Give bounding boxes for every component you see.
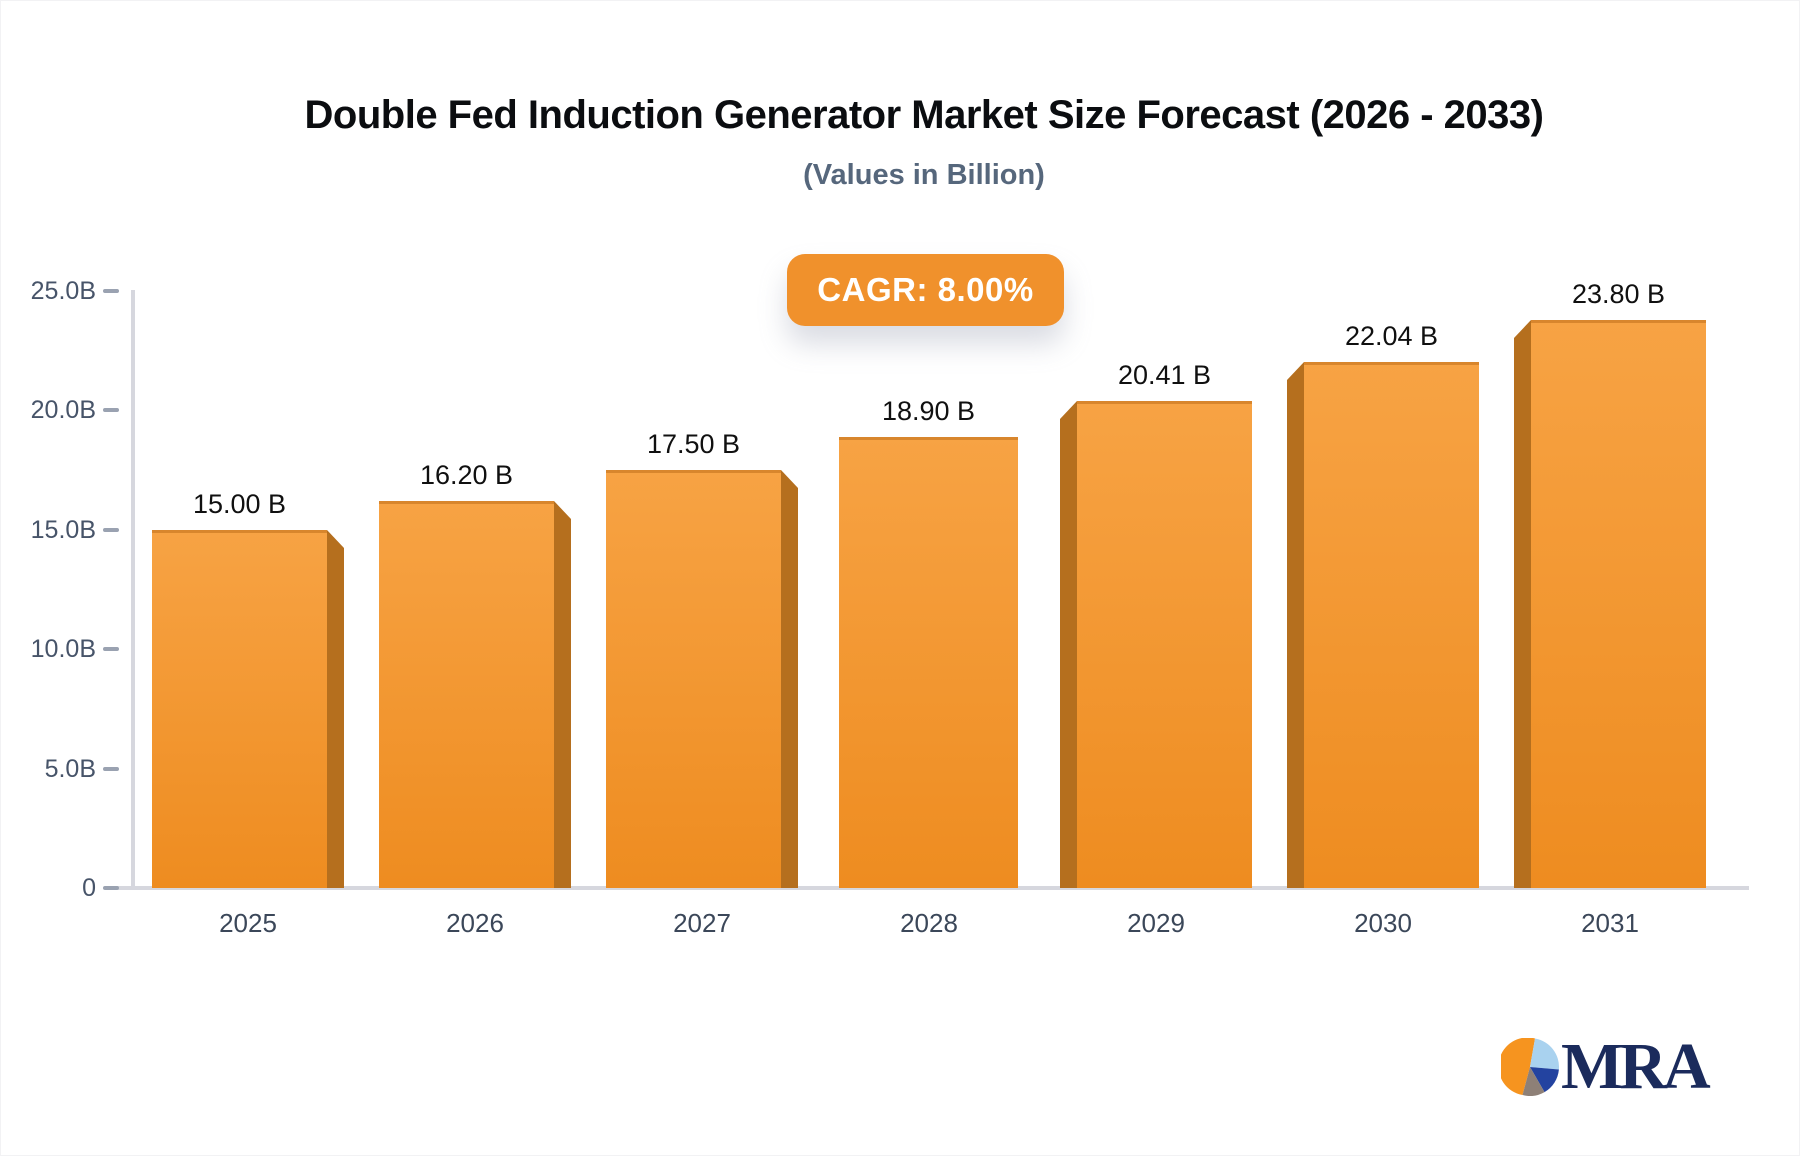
bar-value-label: 17.50 B xyxy=(646,429,741,459)
bar-value-label: 20.41 B xyxy=(1117,360,1212,390)
y-axis-label: 20.0B xyxy=(30,396,96,425)
y-axis-tick xyxy=(103,886,119,890)
x-axis-label: 2031 xyxy=(1581,908,1639,938)
page-subtitle: (Values in Billion) xyxy=(803,159,1045,191)
y-axis-tick xyxy=(103,647,119,652)
y-axis-label: 0 xyxy=(82,874,96,902)
y-axis-tick xyxy=(103,408,119,413)
bar-value-label: 15.00 B xyxy=(192,489,287,519)
y-axis-tick xyxy=(103,289,119,293)
bar-group: 17.50 B xyxy=(606,429,798,888)
bar-side-face xyxy=(554,501,571,888)
y-axis-tick xyxy=(103,527,119,532)
bar-group: 23.80 B xyxy=(1514,279,1706,888)
bar-face xyxy=(839,437,1018,888)
x-axis-label: 2026 xyxy=(446,908,504,938)
cagr-badge: CAGR: 8.00% xyxy=(787,254,1064,326)
bar-group: 22.04 B xyxy=(1287,321,1479,888)
brand-logo: MRA xyxy=(1501,1030,1711,1103)
bar-group: 15.00 B xyxy=(152,489,344,888)
x-axis-line xyxy=(115,886,1749,890)
bar-side-face xyxy=(1060,401,1077,888)
x-axis-label: 2030 xyxy=(1354,908,1412,938)
bar-value-label: 16.20 B xyxy=(419,460,514,490)
bar-group: 16.20 B xyxy=(379,460,571,888)
bar-value-label: 22.04 B xyxy=(1344,321,1439,351)
bar-group: 20.41 B xyxy=(1060,360,1252,888)
x-axis-label: 2025 xyxy=(219,908,277,938)
bar-side-face xyxy=(1514,320,1531,888)
bar-face xyxy=(606,470,781,888)
x-axis-label: 2028 xyxy=(900,908,958,938)
bar-face xyxy=(1531,320,1706,888)
x-axis-label: 2029 xyxy=(1127,908,1185,938)
y-axis-label: 25.0B xyxy=(30,277,96,305)
y-axis-label: 10.0B xyxy=(30,635,96,664)
y-axis-label: 15.0B xyxy=(30,515,96,544)
bar-side-face xyxy=(781,470,798,888)
y-axis-line xyxy=(131,290,135,890)
bar-value-label: 18.90 B xyxy=(881,396,976,426)
logo-text: MRA xyxy=(1561,1030,1711,1103)
bar-face xyxy=(152,530,327,888)
cagr-badge-label: CAGR: 8.00% xyxy=(817,271,1034,308)
bar-face xyxy=(1077,401,1252,888)
y-axis-label: 5.0B xyxy=(44,754,96,783)
page-title: Double Fed Induction Generator Market Si… xyxy=(304,93,1544,137)
y-axis-tick xyxy=(103,766,119,771)
logo-pie-icon xyxy=(1501,1038,1559,1096)
x-axis-label: 2027 xyxy=(673,908,731,938)
bar-group: 18.90 B xyxy=(833,396,1025,888)
bar-face xyxy=(379,501,554,888)
bar-value-label: 23.80 B xyxy=(1571,279,1666,309)
bar-face xyxy=(1304,362,1479,888)
bar-side-face xyxy=(327,530,344,888)
bar-side-face xyxy=(1287,362,1304,888)
